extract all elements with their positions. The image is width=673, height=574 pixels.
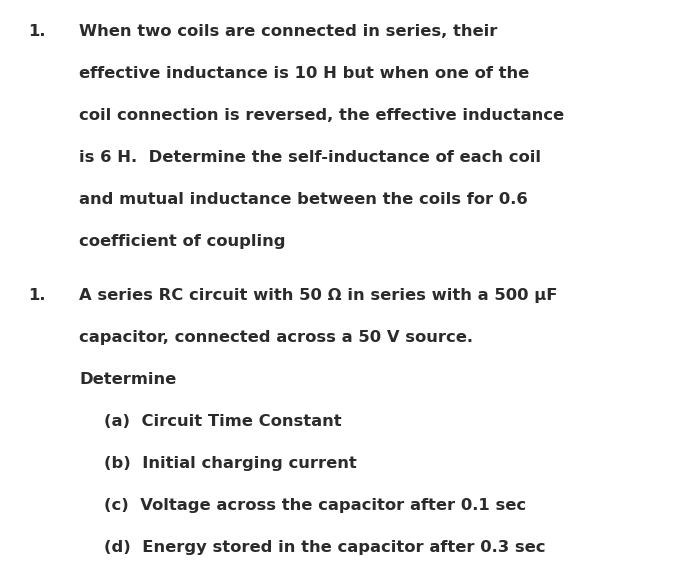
Text: is 6 H.  Determine the self-inductance of each coil: is 6 H. Determine the self-inductance of… xyxy=(79,150,541,165)
Text: Determine: Determine xyxy=(79,372,177,387)
Text: and mutual inductance between the coils for 0.6: and mutual inductance between the coils … xyxy=(79,192,528,207)
Text: When two coils are connected in series, their: When two coils are connected in series, … xyxy=(79,24,498,39)
Text: (d)  Energy stored in the capacitor after 0.3 sec: (d) Energy stored in the capacitor after… xyxy=(104,540,546,554)
Text: capacitor, connected across a 50 V source.: capacitor, connected across a 50 V sourc… xyxy=(79,330,473,345)
Text: 1.: 1. xyxy=(28,24,46,39)
Text: effective inductance is 10 H but when one of the: effective inductance is 10 H but when on… xyxy=(79,66,530,81)
Text: (b)  Initial charging current: (b) Initial charging current xyxy=(104,456,357,471)
Text: coil connection is reversed, the effective inductance: coil connection is reversed, the effecti… xyxy=(79,108,565,123)
Text: coefficient of coupling: coefficient of coupling xyxy=(79,234,286,249)
Text: A series RC circuit with 50 Ω in series with a 500 μF: A series RC circuit with 50 Ω in series … xyxy=(79,288,558,303)
Text: (a)  Circuit Time Constant: (a) Circuit Time Constant xyxy=(104,414,342,429)
Text: 1.: 1. xyxy=(28,288,46,303)
Text: (c)  Voltage across the capacitor after 0.1 sec: (c) Voltage across the capacitor after 0… xyxy=(104,498,526,513)
